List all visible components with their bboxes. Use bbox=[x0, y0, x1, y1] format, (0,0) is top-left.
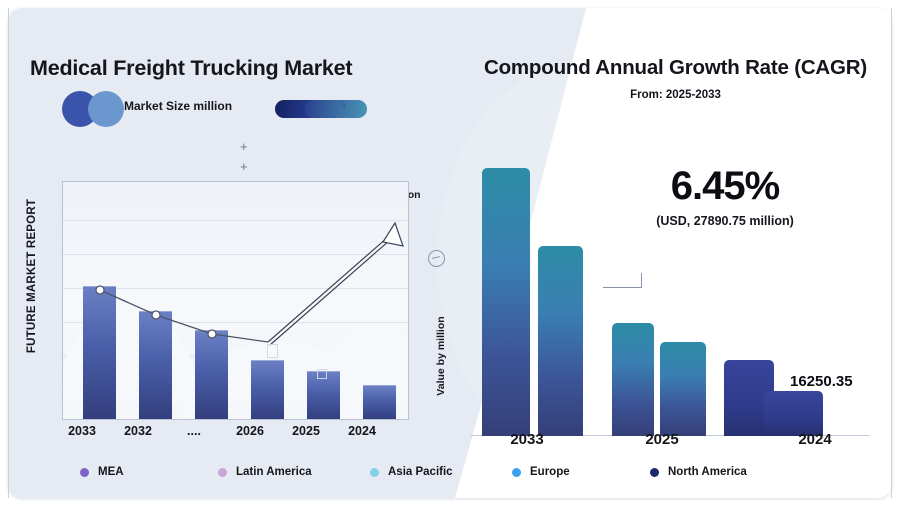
cagr-usd-note: (USD, 27890.75 million) bbox=[656, 214, 794, 228]
market-size-bar-chart bbox=[62, 181, 409, 420]
right-panel-subtitle: From: 2025-2033 bbox=[630, 89, 721, 101]
ghost-document-icon bbox=[267, 344, 278, 358]
bar-2024 bbox=[363, 385, 396, 419]
legend-label: MEA bbox=[98, 466, 124, 478]
bar-2033 bbox=[83, 286, 116, 419]
bar-2025 bbox=[307, 371, 340, 419]
cagr-percentage: 6.45% bbox=[670, 164, 780, 208]
line-marker bbox=[207, 329, 217, 339]
pill-separator-label: 1 bbox=[342, 103, 346, 110]
x-label-ellipsis: .... bbox=[187, 424, 201, 438]
bar-2032 bbox=[139, 311, 172, 419]
legend-item-latin-america[interactable]: Latin America bbox=[218, 466, 312, 478]
bar-2033-upper bbox=[482, 168, 530, 436]
cagr-bar-chart bbox=[468, 150, 888, 438]
bar-2024-lower bbox=[764, 391, 823, 436]
trend-line-overlay bbox=[95, 221, 404, 346]
trend-arrow-shaft-a bbox=[267, 236, 389, 343]
legend-dot-icon bbox=[650, 467, 659, 477]
right-x-label-2024: 2024 bbox=[798, 431, 832, 448]
bar-2026 bbox=[251, 360, 284, 419]
mid-axis-label: Value by million bbox=[435, 316, 447, 396]
left-chart-y-axis-label: FUTURE MARKET REPORT bbox=[26, 198, 38, 354]
brand-logo bbox=[62, 91, 136, 127]
legend-dot-icon bbox=[370, 467, 379, 477]
brand-circle-light-icon bbox=[88, 91, 124, 127]
line-marker bbox=[151, 310, 161, 320]
trend-arrowhead-icon bbox=[382, 221, 404, 247]
circled-minus-icon bbox=[428, 250, 445, 267]
x-label-2033: 2033 bbox=[68, 424, 96, 438]
legend: MEA Latin America Asia Pacific Europe No… bbox=[80, 466, 820, 486]
market-size-label: Market Size million bbox=[124, 99, 233, 113]
plus-marker-icon: + bbox=[240, 159, 248, 174]
legend-item-asia-pacific[interactable]: Asia Pacific bbox=[370, 466, 453, 478]
corner-tick-icon bbox=[603, 273, 642, 288]
legend-item-mea[interactable]: MEA bbox=[80, 466, 124, 478]
panel-left-edge bbox=[8, 8, 9, 498]
legend-label: North America bbox=[668, 466, 747, 478]
right-x-label-2025: 2025 bbox=[645, 431, 679, 448]
legend-label: Latin America bbox=[236, 466, 312, 478]
right-panel-title: Compound Annual Growth Rate (CAGR) bbox=[483, 56, 868, 79]
bar-2025-upper bbox=[612, 323, 654, 436]
trend-arrow-shaft-b bbox=[269, 239, 391, 346]
bar-2033-lower bbox=[538, 246, 583, 436]
legend-label: Asia Pacific bbox=[388, 466, 453, 478]
panel-right-edge bbox=[891, 8, 892, 498]
ghost-square-icon bbox=[317, 369, 327, 379]
bar-value-label-16250: 16250.35 bbox=[790, 373, 853, 390]
legend-label: Europe bbox=[530, 466, 570, 478]
x-label-2025: 2025 bbox=[292, 424, 320, 438]
gridline bbox=[63, 288, 408, 289]
gridline bbox=[63, 220, 408, 221]
legend-item-north-america[interactable]: North America bbox=[650, 466, 747, 478]
right-x-label-2033: 2033 bbox=[510, 431, 544, 448]
left-panel-title: Medical Freight Trucking Market bbox=[30, 56, 353, 80]
x-label-2032: 2032 bbox=[124, 424, 152, 438]
legend-dot-icon bbox=[512, 467, 521, 477]
x-label-2024: 2024 bbox=[348, 424, 376, 438]
plus-marker-icon: + bbox=[240, 139, 248, 154]
legend-dot-icon bbox=[80, 467, 89, 477]
legend-dot-icon bbox=[218, 467, 227, 477]
trend-line-path bbox=[99, 289, 269, 343]
bar-2025-lower bbox=[660, 342, 706, 436]
legend-item-europe[interactable]: Europe bbox=[512, 466, 570, 478]
header-pill-secondary bbox=[305, 100, 367, 118]
x-label-2026: 2026 bbox=[236, 424, 264, 438]
gridline bbox=[63, 254, 408, 255]
line-marker bbox=[95, 285, 105, 295]
gridline bbox=[63, 322, 408, 323]
